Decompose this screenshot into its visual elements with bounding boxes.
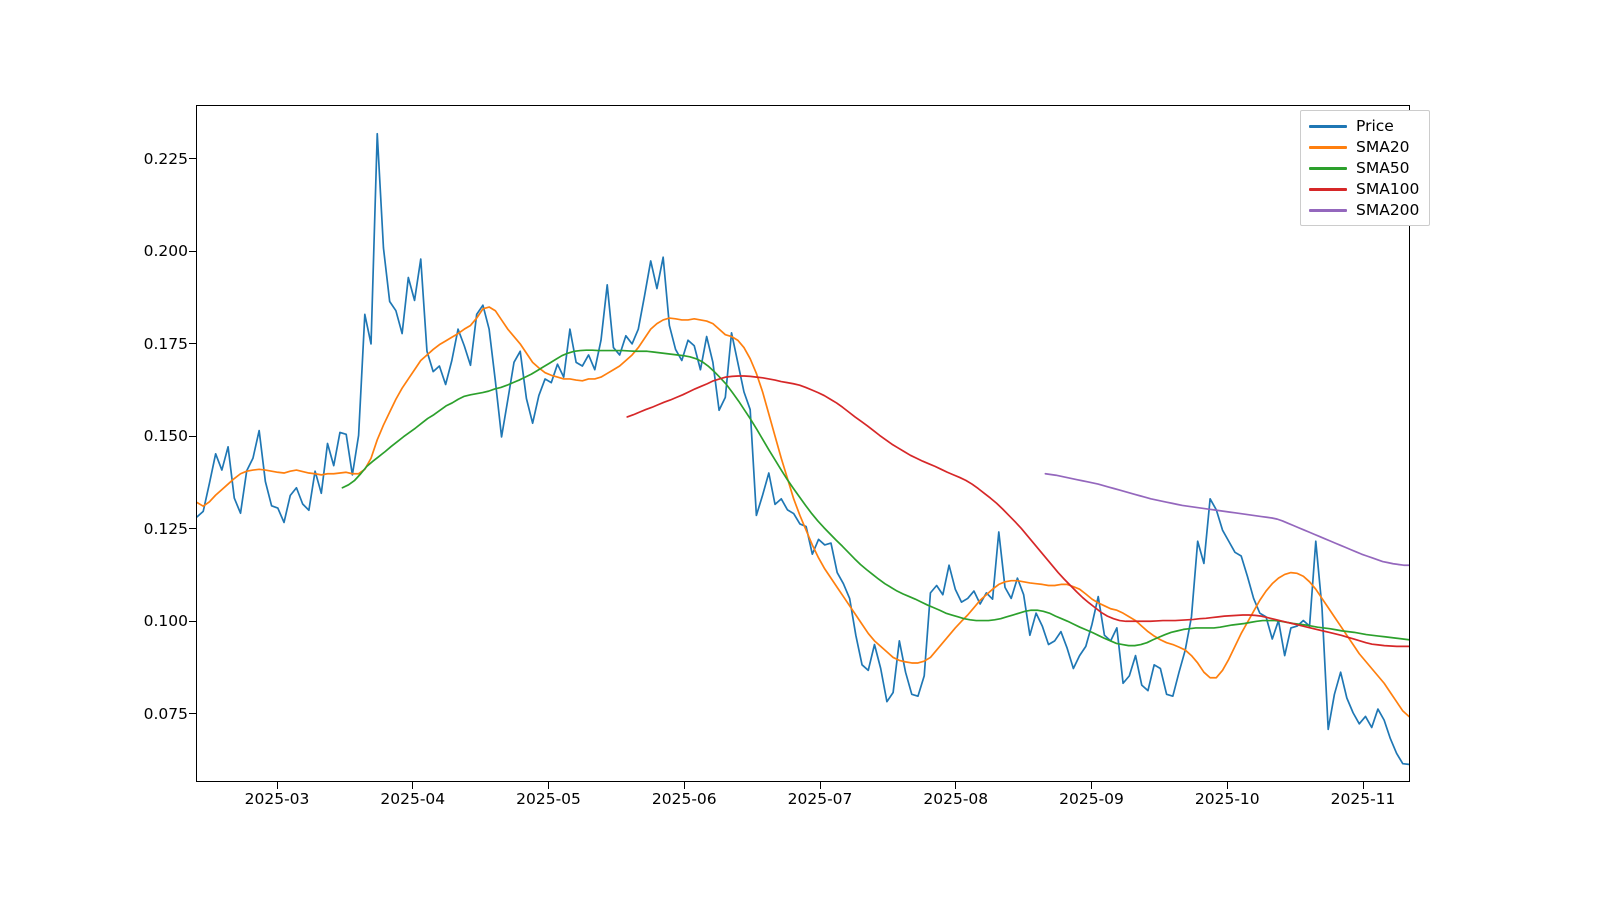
y-tick-label: 0.100 [143, 612, 188, 631]
legend-swatch-icon [1309, 208, 1347, 212]
x-tick-label: 2025-08 [923, 790, 989, 808]
y-tick-mark [189, 435, 196, 437]
x-tick-mark [955, 782, 957, 789]
legend-label: Price [1356, 117, 1394, 135]
x-tick-label: 2025-03 [244, 790, 310, 808]
x-tick-label: 2025-09 [1059, 790, 1124, 808]
y-tick-mark [189, 620, 196, 622]
legend-item-sma200[interactable]: SMA200 [1309, 201, 1420, 219]
y-tick-label: 0.175 [143, 334, 188, 353]
x-tick-mark [819, 782, 821, 789]
series-line-price [197, 132, 1409, 766]
legend-label: SMA50 [1356, 159, 1410, 177]
legend-swatch-icon [1309, 187, 1347, 191]
series-line-sma200 [1044, 472, 1409, 567]
legend-swatch-icon [1309, 166, 1347, 170]
series-line-sma100 [626, 375, 1409, 648]
legend-swatch-icon [1309, 124, 1347, 128]
legend-label: SMA20 [1356, 138, 1410, 156]
x-tick-mark [276, 782, 278, 789]
legend-item-sma100[interactable]: SMA100 [1309, 180, 1420, 198]
x-tick-label: 2025-06 [651, 790, 717, 808]
series-lines [197, 132, 1409, 766]
y-tick-label: 0.150 [143, 427, 188, 446]
y-tick-label: 0.075 [143, 704, 188, 723]
y-tick-mark [189, 158, 196, 160]
x-tick-mark [548, 782, 550, 789]
series-line-sma50 [341, 349, 1409, 647]
y-tick-mark [189, 343, 196, 345]
x-tick-mark [1091, 782, 1093, 789]
y-tick-mark [189, 528, 196, 530]
chart-legend[interactable]: Price SMA20 SMA50 SMA100 SMA200 [1300, 110, 1431, 226]
y-tick-mark [189, 713, 196, 715]
legend-item-price[interactable]: Price [1309, 117, 1419, 135]
x-tick-mark [1362, 782, 1364, 789]
x-tick-label: 2025-04 [380, 790, 446, 808]
y-tick-label: 0.125 [143, 519, 188, 538]
y-tick-mark [189, 250, 196, 252]
legend-swatch-icon [1309, 145, 1347, 149]
x-tick-label: 2025-10 [1194, 790, 1260, 808]
x-tick-label: 2025-05 [516, 790, 581, 808]
x-tick-label: 2025-07 [787, 790, 853, 808]
x-tick-mark [683, 782, 685, 789]
legend-item-sma20[interactable]: SMA20 [1309, 138, 1419, 156]
series-line-sma20 [197, 306, 1409, 718]
x-tick-mark [412, 782, 414, 789]
y-tick-label: 0.200 [143, 242, 188, 261]
y-tick-label: 0.225 [143, 149, 188, 168]
legend-label: SMA100 [1356, 180, 1420, 198]
plot-area [196, 105, 1410, 782]
legend-item-sma50[interactable]: SMA50 [1309, 159, 1419, 177]
x-tick-mark [1226, 782, 1228, 789]
legend-label: SMA200 [1356, 201, 1420, 219]
x-tick-label: 2025-11 [1330, 790, 1396, 808]
